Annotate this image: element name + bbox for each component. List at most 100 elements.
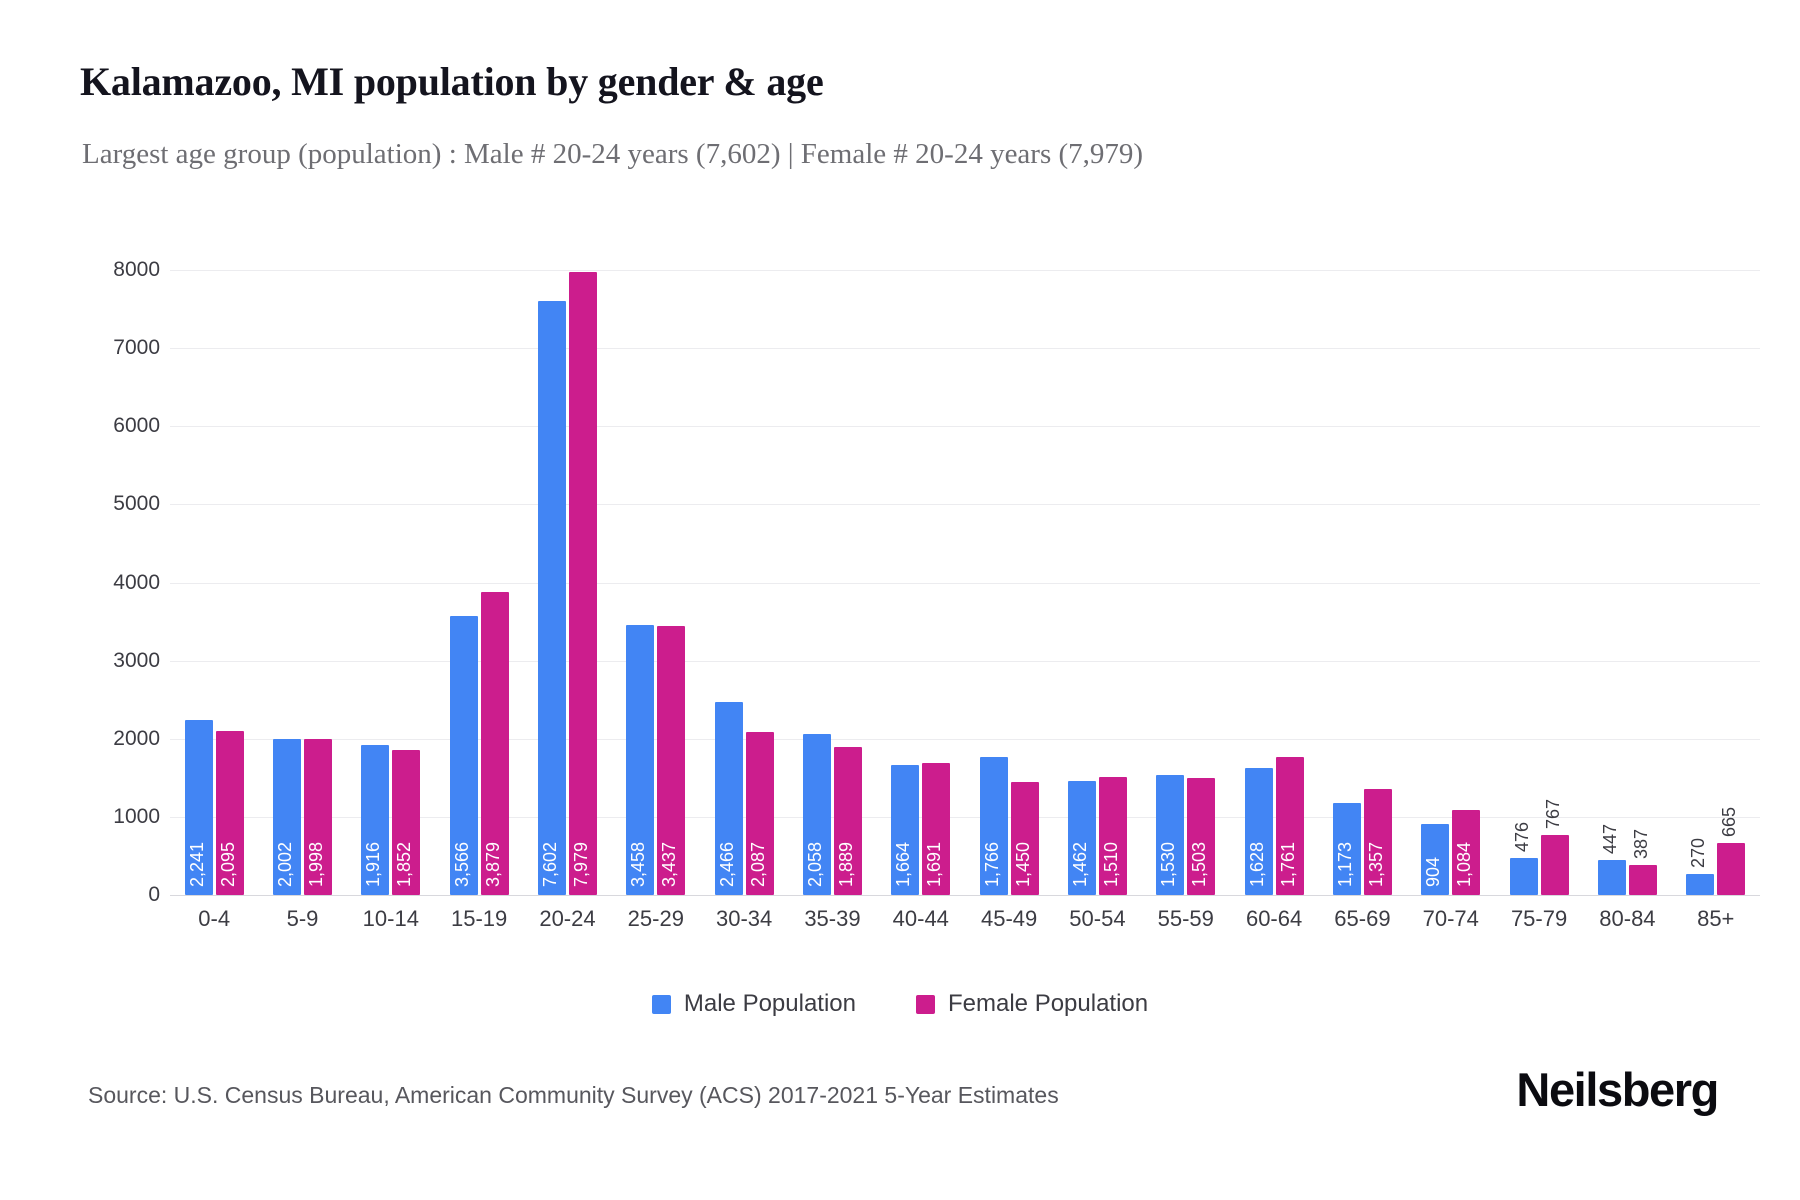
bar-value-label: 3,437 — [659, 841, 680, 887]
bar[interactable]: 1,462 — [1067, 780, 1096, 895]
bar[interactable]: 1,173 — [1332, 803, 1361, 895]
source-note: Source: U.S. Census Bureau, American Com… — [88, 1082, 1059, 1108]
bar-value-label: 447 — [1599, 824, 1620, 855]
axis-baseline — [170, 895, 1760, 896]
chart-legend: Male Population Female Population — [0, 990, 1800, 1018]
bar-series-container: 2,241 2,095 2,002 1,998 1,916 1,852 3,566 3,879… — [170, 270, 1760, 895]
y-axis-tick-label: 0 — [148, 883, 160, 906]
bar-group: 3,458 3,437 — [612, 270, 700, 895]
bar[interactable]: 3,566 — [449, 616, 478, 895]
bar-group: 1,530 1,503 — [1142, 270, 1230, 895]
x-axis-tick-label: 10-14 — [362, 906, 419, 931]
bar[interactable]: 665 — [1717, 807, 1746, 895]
y-axis-tick-label: 3000 — [113, 648, 160, 672]
page-title: Kalamazoo, MI population by gender & age — [80, 59, 824, 104]
bar[interactable]: 1,761 — [1275, 757, 1304, 895]
bar-value-label: 1,852 — [394, 841, 415, 887]
bar[interactable]: 1,766 — [979, 757, 1008, 895]
bar-value-label: 2,002 — [274, 841, 295, 887]
y-axis-tick-label: 1000 — [113, 804, 160, 828]
x-axis-tick-label: 20-24 — [539, 906, 596, 931]
bar[interactable]: 2,466 — [714, 702, 743, 895]
bar-value-label: 1,628 — [1246, 841, 1267, 887]
bar[interactable]: 2,095 — [215, 731, 244, 895]
bar-value-label: 1,462 — [1069, 841, 1090, 887]
bar[interactable]: 1,852 — [392, 750, 421, 895]
bar[interactable]: 1,503 — [1187, 777, 1216, 895]
bar[interactable]: 7,979 — [568, 271, 597, 895]
bar[interactable]: 2,002 — [272, 738, 301, 895]
bar-group: 1,462 1,510 — [1053, 270, 1141, 895]
bar-value-label: 665 — [1719, 807, 1740, 838]
bar[interactable]: 2,087 — [745, 731, 774, 895]
bar[interactable]: 1,916 — [361, 745, 390, 895]
x-axis-tick-label: 65-69 — [1334, 906, 1391, 931]
bar[interactable]: 1,450 — [1010, 781, 1039, 895]
grid-line — [170, 348, 1760, 350]
bar[interactable]: 3,458 — [626, 624, 655, 895]
bar[interactable]: 270 — [1686, 838, 1715, 895]
bar[interactable]: 1,084 — [1452, 810, 1481, 895]
bar[interactable]: 1,510 — [1098, 777, 1127, 895]
grid-line — [170, 738, 1760, 740]
y-axis-tick-label: 6000 — [113, 414, 160, 438]
bar-group: 1,628 1,761 — [1230, 270, 1318, 895]
bar-value-label: 1,691 — [924, 841, 945, 887]
x-axis-tick-label: 0-4 — [198, 906, 231, 931]
bar-value-label: 7,979 — [570, 841, 591, 887]
x-axis-tick-label: 35-39 — [804, 906, 861, 931]
bar-group: 447 387 — [1583, 270, 1671, 895]
bar[interactable]: 904 — [1421, 824, 1450, 895]
bar-value-label: 1,503 — [1189, 841, 1210, 887]
bar-value-label: 1,916 — [363, 841, 384, 887]
bar-value-label: 2,241 — [186, 841, 207, 887]
legend-label: Male Population — [683, 990, 856, 1017]
bar[interactable]: 3,879 — [480, 591, 509, 895]
bar[interactable]: 1,691 — [922, 762, 951, 895]
bar-value-label: 7,602 — [539, 841, 560, 887]
bar-value-label: 904 — [1423, 856, 1444, 887]
grid-lines — [170, 270, 1760, 896]
bar-value-label: 387 — [1630, 828, 1651, 859]
y-axis-tick-label: 7000 — [113, 336, 160, 360]
bar-group: 270 665 — [1672, 270, 1760, 895]
bar[interactable]: 387 — [1628, 829, 1657, 895]
x-axis-tick-label: 80-84 — [1599, 906, 1656, 931]
x-axis: 0-4 5-9 10-14 15-19 20-24 25-29 30-34 35-39 40-4… — [170, 906, 1760, 932]
legend-item[interactable]: Male Population — [651, 990, 856, 1018]
bar[interactable]: 1,998 — [303, 738, 332, 895]
bar[interactable]: 1,530 — [1156, 775, 1185, 895]
x-axis-tick-label: 50-54 — [1069, 906, 1126, 931]
bar-value-label: 2,087 — [747, 841, 768, 887]
bar[interactable]: 767 — [1540, 799, 1569, 895]
bar[interactable]: 1,889 — [833, 747, 862, 895]
x-axis-tick-label: 15-19 — [451, 906, 508, 931]
legend-item[interactable]: Female Population — [916, 990, 1148, 1018]
x-axis-tick-label: 60-64 — [1245, 906, 1303, 931]
bar[interactable]: 2,241 — [184, 719, 213, 895]
bar-group: 2,466 2,087 — [700, 270, 788, 895]
grid-line — [170, 426, 1760, 428]
plot-area: 0 1000 2000 3000 4000 5000 6000 7000 8000 2,241 2… — [0, 258, 1800, 931]
y-axis: 0 1000 2000 3000 4000 5000 6000 7000 8000 — [78, 258, 160, 906]
bar[interactable]: 7,602 — [537, 301, 566, 895]
x-axis-tick-label: 85+ — [1697, 906, 1735, 931]
bar-group: 2,002 1,998 — [258, 270, 346, 895]
bar[interactable]: 447 — [1597, 824, 1626, 895]
bar[interactable]: 1,357 — [1363, 788, 1392, 895]
bar[interactable]: 3,437 — [657, 626, 686, 895]
x-axis-tick-label: 45-49 — [980, 906, 1038, 931]
bar[interactable]: 2,058 — [802, 734, 831, 895]
x-axis-tick-label: 40-44 — [892, 906, 949, 931]
bar-group: 3,566 3,879 — [435, 270, 523, 895]
grid-line — [170, 816, 1760, 818]
bar[interactable]: 1,628 — [1244, 767, 1273, 895]
brand-logo: Neilsberg — [1516, 1063, 1719, 1116]
bar[interactable]: 476 — [1509, 822, 1538, 895]
bar-group: 904 1,084 — [1407, 270, 1495, 895]
bar[interactable]: 1,664 — [891, 765, 920, 895]
legend-swatch-icon — [916, 994, 935, 1014]
x-axis-tick-label: 55-59 — [1157, 906, 1214, 931]
bar-value-label: 1,664 — [893, 841, 914, 887]
